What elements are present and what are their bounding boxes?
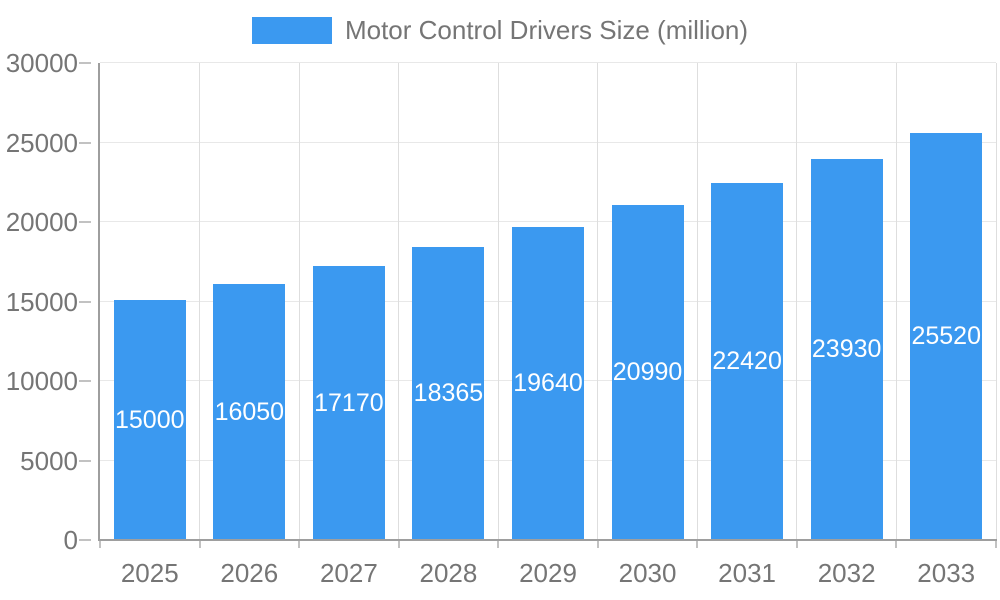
bar-2030[interactable]: 20990	[611, 205, 684, 539]
gridline-vertical	[796, 63, 798, 540]
bar-value-label: 19640	[513, 369, 583, 397]
y-axis-label: 15000	[5, 286, 78, 317]
x-axis-label-2033: 2033	[917, 558, 976, 588]
x-axis-tick	[895, 539, 898, 548]
gridline-vertical	[497, 63, 499, 540]
gridline-vertical	[895, 63, 897, 540]
bar-2032[interactable]: 23930	[810, 159, 883, 539]
bar-value-label: 18365	[413, 379, 484, 407]
bar-value-label: 17170	[314, 388, 384, 417]
x-axis-tick	[696, 539, 699, 548]
x-axis-label-2030: 2030	[618, 558, 677, 588]
bar-2033[interactable]: 25520	[910, 133, 983, 539]
x-axis-label-2026: 2026	[220, 558, 279, 588]
gridline-horizontal	[100, 62, 996, 63]
y-axis-label: 10000	[5, 366, 78, 396]
y-axis-tick	[79, 62, 91, 64]
y-axis-tick	[79, 221, 91, 223]
x-axis-label-2028: 2028	[419, 558, 478, 588]
bar-value-label: 22420	[712, 347, 782, 375]
y-axis-label: 5000	[20, 445, 78, 476]
gridline-vertical	[199, 63, 201, 540]
x-axis-label-2031: 2031	[718, 558, 777, 588]
y-axis-tick	[79, 141, 91, 144]
y-axis-label: 20000	[5, 207, 78, 237]
x-axis-tick	[198, 539, 201, 548]
x-axis-label-2029: 2029	[519, 558, 577, 588]
y-axis-tick	[79, 539, 91, 541]
bar-value-label: 25520	[911, 322, 981, 350]
bar-2028[interactable]: 18365	[412, 247, 485, 539]
y-axis-tick	[79, 380, 91, 382]
y-axis-label: 0	[63, 525, 78, 555]
bar-2029[interactable]: 19640	[512, 227, 584, 539]
bar-2025[interactable]: 15000	[113, 300, 186, 539]
x-axis-label-2025: 2025	[120, 558, 179, 588]
x-axis-tick	[99, 539, 101, 548]
x-axis-tick	[397, 539, 400, 548]
x-axis-tick	[596, 539, 599, 548]
bar-value-label: 15000	[115, 405, 185, 434]
y-axis-line	[98, 63, 100, 541]
bar-value-label: 23930	[811, 335, 882, 363]
x-axis-label-2032: 2032	[817, 558, 876, 588]
y-axis-label: 25000	[5, 127, 78, 158]
y-axis-tick	[79, 300, 91, 303]
y-axis-tick	[79, 459, 91, 462]
legend[interactable]: Motor Control Drivers Size (million)	[0, 16, 1000, 44]
gridline-horizontal	[100, 221, 996, 222]
x-axis-tick	[497, 539, 500, 548]
y-axis-label: 30000	[5, 48, 78, 78]
bar-2026[interactable]: 16050	[213, 284, 286, 539]
gridline-vertical	[298, 63, 300, 540]
x-axis-tick	[298, 539, 301, 548]
x-axis-tick	[995, 539, 997, 548]
gridline-vertical	[597, 63, 599, 540]
gridline-vertical	[696, 63, 698, 540]
x-axis-label-2027: 2027	[319, 558, 378, 588]
gridline-vertical	[398, 63, 400, 540]
bar-value-label: 20990	[612, 358, 683, 386]
x-axis-line	[98, 539, 997, 541]
gridline-horizontal	[100, 141, 996, 143]
legend-swatch	[251, 16, 332, 44]
bar-2031[interactable]: 22420	[711, 183, 784, 539]
bar-value-label: 16050	[214, 397, 285, 426]
x-axis-tick	[795, 539, 798, 548]
bar-2027[interactable]: 17170	[312, 266, 385, 539]
legend-label: Motor Control Drivers Size (million)	[344, 15, 749, 45]
gridline-vertical	[995, 63, 997, 540]
